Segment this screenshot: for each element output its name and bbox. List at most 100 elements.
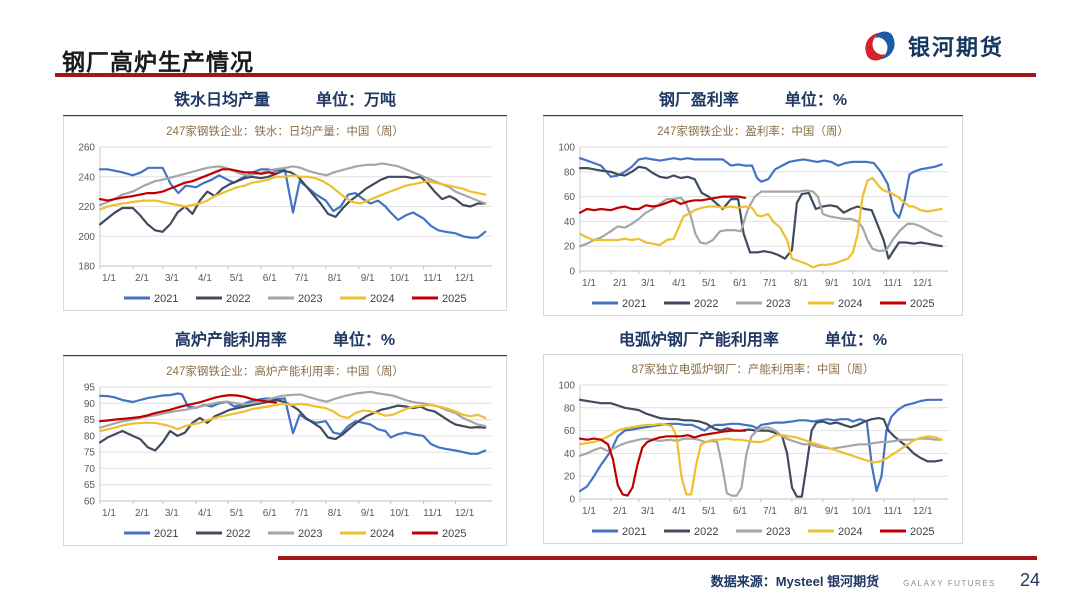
chart2-header: 钢厂盈利率 单位：% bbox=[543, 86, 963, 117]
svg-text:6/1: 6/1 bbox=[733, 506, 747, 517]
svg-text:70: 70 bbox=[84, 464, 96, 475]
svg-text:60: 60 bbox=[564, 192, 576, 203]
svg-text:11/1: 11/1 bbox=[883, 506, 902, 517]
svg-text:100: 100 bbox=[558, 381, 575, 392]
svg-text:11/1: 11/1 bbox=[423, 508, 442, 519]
chart3-box: 247家钢铁企业：高炉产能利用率：中国（周） 60 65 70 75 80 85 90 95 1… bbox=[63, 356, 507, 546]
chart3-header: 高炉产能利用率 单位：% bbox=[63, 326, 507, 357]
svg-text:4/1: 4/1 bbox=[672, 506, 686, 517]
svg-text:4/1: 4/1 bbox=[198, 273, 212, 284]
chart1-header-title: 铁水日均产量 bbox=[173, 92, 270, 109]
chart2-box: 247家钢铁企业：盈利率：中国（周） 0 20 40 60 80 100 1/1 2/1 3/1… bbox=[543, 116, 963, 316]
chart3-plot: 60 65 70 75 80 85 90 95 1/1 2/1 3/1 4/1 5/1 6/1 7/1 8/1… bbox=[64, 379, 506, 545]
page-title: 钢厂高炉生产情况 bbox=[62, 49, 254, 76]
svg-text:2024: 2024 bbox=[838, 526, 862, 538]
svg-text:2021: 2021 bbox=[154, 528, 178, 540]
svg-text:8/1: 8/1 bbox=[794, 278, 808, 289]
svg-text:95: 95 bbox=[84, 383, 96, 394]
svg-text:1/1: 1/1 bbox=[102, 273, 116, 284]
svg-text:8/1: 8/1 bbox=[328, 508, 342, 519]
svg-text:100: 100 bbox=[558, 143, 575, 154]
svg-text:260: 260 bbox=[78, 143, 95, 154]
svg-text:9/1: 9/1 bbox=[361, 508, 375, 519]
svg-text:10/1: 10/1 bbox=[390, 508, 410, 519]
svg-text:7/1: 7/1 bbox=[763, 506, 777, 517]
svg-text:40: 40 bbox=[564, 217, 576, 228]
chart2-header-title: 钢厂盈利率 bbox=[658, 92, 739, 109]
svg-text:10/1: 10/1 bbox=[390, 273, 410, 284]
svg-text:12/1: 12/1 bbox=[455, 508, 475, 519]
svg-text:10/1: 10/1 bbox=[852, 278, 872, 289]
footer-divider bbox=[278, 556, 1037, 560]
chart1-plot: 180 200 220 240 260 1/1 2/1 3/1 4/1 5/1 6/1 7/1 8/1 9… bbox=[64, 139, 506, 310]
chart4-header: 电弧炉钢厂产能利用率 单位：% bbox=[543, 326, 963, 357]
svg-text:0: 0 bbox=[569, 495, 575, 506]
svg-text:20: 20 bbox=[564, 472, 576, 483]
svg-text:3/1: 3/1 bbox=[165, 508, 179, 519]
chart-legend: 2021 2022 2023 2024 2025 bbox=[124, 293, 466, 305]
svg-text:2024: 2024 bbox=[370, 293, 394, 305]
chart1-header-unit: 单位：万吨 bbox=[316, 92, 397, 109]
svg-text:2022: 2022 bbox=[694, 526, 718, 538]
svg-text:2025: 2025 bbox=[910, 298, 934, 310]
svg-text:2023: 2023 bbox=[298, 528, 322, 540]
svg-text:9/1: 9/1 bbox=[825, 278, 839, 289]
svg-text:5/1: 5/1 bbox=[702, 506, 716, 517]
line-chart-svg: 0 20 40 60 80 100 1/1 2/1 3/1 4/1 5/1 6/1 7/1 8/1 9/1 1… bbox=[558, 381, 948, 538]
chart3-inner-title: 247家钢铁企业：高炉产能利用率：中国（周） bbox=[166, 366, 404, 378]
svg-text:3/1: 3/1 bbox=[641, 506, 655, 517]
svg-text:7/1: 7/1 bbox=[295, 508, 309, 519]
svg-text:1/1: 1/1 bbox=[102, 508, 116, 519]
svg-text:240: 240 bbox=[78, 172, 95, 183]
svg-text:60: 60 bbox=[564, 426, 576, 437]
svg-text:9/1: 9/1 bbox=[825, 506, 839, 517]
svg-text:12/1: 12/1 bbox=[455, 273, 475, 284]
chart2-header-unit: 单位：% bbox=[784, 92, 848, 109]
svg-text:2023: 2023 bbox=[766, 298, 790, 310]
svg-text:5/1: 5/1 bbox=[230, 273, 244, 284]
line-chart-svg: 0 20 40 60 80 100 1/1 2/1 3/1 4/1 5/1 6/1 7/1 8/1 9/1 1… bbox=[558, 143, 948, 310]
svg-text:11/1: 11/1 bbox=[423, 273, 442, 284]
svg-text:2021: 2021 bbox=[154, 293, 178, 305]
svg-text:0: 0 bbox=[569, 267, 575, 278]
footer-brand: GALAXY FUTURES bbox=[903, 579, 996, 588]
chart4-box: 87家独立电弧炉钢厂：产能利用率：中国（周） 0 20 40 60 80 100 1/1 2/… bbox=[543, 354, 963, 544]
svg-text:220: 220 bbox=[78, 202, 95, 213]
logo-text: 银河期货 bbox=[908, 35, 1005, 60]
chart2-plot: 0 20 40 60 80 100 1/1 2/1 3/1 4/1 5/1 6/1 7/1 8/1 9/1 1… bbox=[544, 139, 962, 315]
chart2-inner-title: 247家钢铁企业：盈利率：中国（周） bbox=[657, 126, 849, 138]
svg-text:2/1: 2/1 bbox=[135, 273, 149, 284]
chart1-box: 247家钢铁企业：铁水：日均产量：中国（周） 180 200 220 240 260 1/… bbox=[63, 116, 507, 311]
galaxy-swirl-icon bbox=[865, 31, 895, 61]
chart-legend: 2021 2022 2023 2024 2025 bbox=[124, 528, 466, 540]
svg-text:2021: 2021 bbox=[622, 298, 646, 310]
chart4-header-title: 电弧炉钢厂产能利用率 bbox=[618, 332, 779, 349]
chart3-header-title: 高炉产能利用率 bbox=[174, 332, 287, 349]
svg-text:10/1: 10/1 bbox=[852, 506, 872, 517]
svg-text:80: 80 bbox=[564, 403, 576, 414]
svg-text:12/1: 12/1 bbox=[913, 278, 933, 289]
svg-text:90: 90 bbox=[84, 399, 96, 410]
svg-text:2023: 2023 bbox=[298, 293, 322, 305]
svg-text:40: 40 bbox=[564, 449, 576, 460]
svg-text:2022: 2022 bbox=[226, 293, 250, 305]
chart-legend: 2021 2022 2023 2024 2025 bbox=[592, 526, 934, 538]
svg-text:80: 80 bbox=[84, 431, 96, 442]
svg-text:2021: 2021 bbox=[622, 526, 646, 538]
svg-text:2025: 2025 bbox=[442, 293, 466, 305]
svg-text:20: 20 bbox=[564, 242, 576, 253]
galaxy-futures-logo: 银河期货 bbox=[860, 26, 1004, 66]
svg-text:75: 75 bbox=[84, 448, 96, 459]
svg-text:2022: 2022 bbox=[226, 528, 250, 540]
svg-text:2025: 2025 bbox=[442, 528, 466, 540]
svg-text:11/1: 11/1 bbox=[883, 278, 902, 289]
svg-text:4/1: 4/1 bbox=[198, 508, 212, 519]
svg-text:7/1: 7/1 bbox=[763, 278, 777, 289]
chart1-header: 铁水日均产量 单位：万吨 bbox=[63, 86, 507, 117]
chart-legend: 2021 2022 2023 2024 2025 bbox=[592, 298, 934, 310]
svg-text:2024: 2024 bbox=[838, 298, 862, 310]
svg-text:60: 60 bbox=[84, 497, 96, 508]
svg-text:8/1: 8/1 bbox=[794, 506, 808, 517]
line-chart-svg: 60 65 70 75 80 85 90 95 1/1 2/1 3/1 4/1 5/1 6/1 7/1 8/1… bbox=[84, 383, 492, 540]
